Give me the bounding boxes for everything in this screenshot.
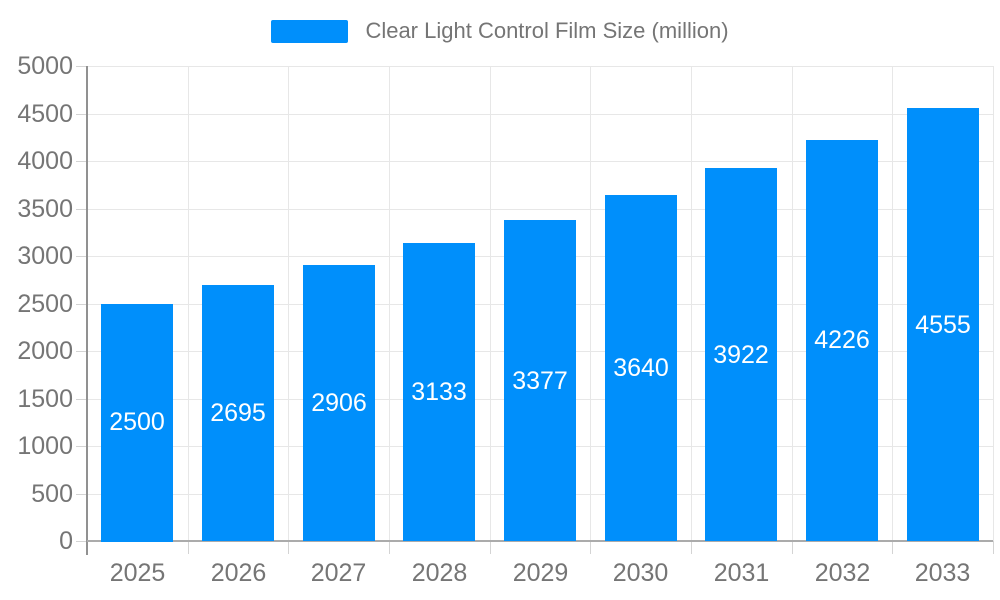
x-axis-tick [188,541,189,554]
x-axis-tick-label: 2026 [210,559,267,587]
x-axis-tick [792,541,793,554]
bar-2031 [705,168,777,541]
y-axis-tick [76,446,87,447]
legend-label: Clear Light Control Film Size (million) [365,18,729,43]
x-axis-tick-label: 2033 [914,559,971,587]
x-axis-tick-label: 2029 [512,559,569,587]
y-axis-tick-label: 3500 [17,195,73,223]
y-gridline [87,66,993,67]
x-gridline [691,66,692,541]
x-axis-tick-label: 2032 [814,559,871,587]
x-axis-tick [892,541,893,554]
y-axis-tick [76,351,87,352]
x-axis-tick-label: 2025 [109,559,166,587]
bar-2029 [504,220,576,541]
y-axis-tick [76,304,87,305]
y-axis-tick-label: 5000 [17,52,73,80]
y-axis-tick [76,541,87,542]
x-axis-tick-label: 2031 [713,559,770,587]
x-axis-tick [288,541,289,554]
y-axis-tick-label: 1000 [17,432,73,460]
y-axis-tick [76,256,87,257]
y-axis-tick [76,66,87,67]
y-axis-tick-label: 500 [31,480,73,508]
x-gridline [993,66,994,541]
y-axis-line [86,66,88,555]
bar-2033 [907,108,979,541]
bar-2026 [202,285,274,541]
legend-item[interactable]: Clear Light Control Film Size (million) [0,14,1000,48]
x-axis-tick [691,541,692,554]
y-axis-tick [76,114,87,115]
y-axis-tick-label: 4000 [17,147,73,175]
x-axis-tick [490,541,491,554]
bar-2032 [806,140,878,541]
y-axis-tick [76,494,87,495]
legend-swatch-icon [271,19,349,43]
bar-2027 [303,265,375,541]
x-axis-tick-label: 2027 [310,559,367,587]
x-gridline [490,66,491,541]
y-gridline [87,161,993,162]
y-axis-tick [76,209,87,210]
x-gridline [288,66,289,541]
x-axis-tick-label: 2028 [411,559,468,587]
y-axis-tick-label: 2500 [17,290,73,318]
bar-2025 [101,304,173,542]
y-axis-tick [76,161,87,162]
y-axis-tick-label: 2000 [17,337,73,365]
y-axis-tick-label: 0 [59,527,73,555]
y-gridline [87,114,993,115]
y-axis-tick-label: 1500 [17,385,73,413]
x-gridline [389,66,390,541]
x-axis-tick [590,541,591,554]
x-gridline [188,66,189,541]
y-axis-tick-label: 4500 [17,100,73,128]
bar-2028 [403,243,475,541]
y-axis-tick [76,399,87,400]
x-axis-tick-label: 2030 [612,559,669,587]
y-axis-tick-label: 3000 [17,242,73,270]
x-gridline [792,66,793,541]
x-axis-tick [993,541,994,554]
x-axis-line [87,540,993,542]
x-axis-tick [389,541,390,554]
x-gridline [892,66,893,541]
x-gridline [590,66,591,541]
bar-2030 [605,195,677,541]
y-gridline [87,209,993,210]
